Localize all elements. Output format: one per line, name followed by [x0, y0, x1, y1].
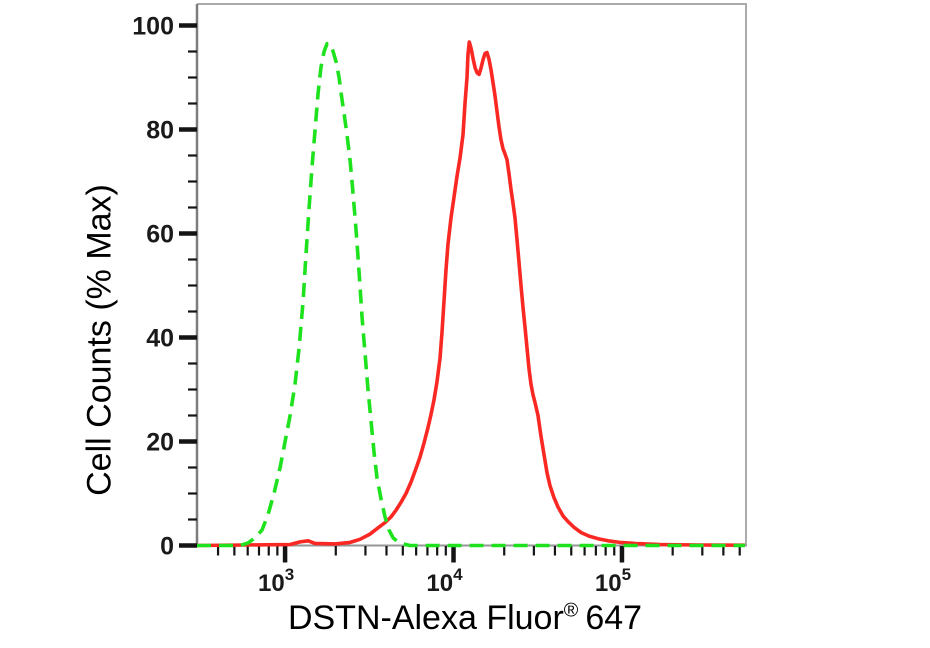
series-green-dashed [197, 41, 745, 548]
x-tick-label: 104 [426, 565, 463, 597]
registered-trademark-symbol: ® [563, 599, 579, 622]
x-tick-label: 105 [595, 565, 631, 597]
x-tick-label: 103 [258, 565, 294, 597]
series-red-solid [196, 40, 745, 548]
y-tick-label: 0 [160, 533, 174, 561]
y-tick-label: 20 [146, 429, 174, 457]
x-axis-title-number: 647 [585, 599, 643, 637]
x-axis-title: DSTN-Alexa Fluor® 647 [288, 599, 642, 638]
y-tick-label: 40 [146, 325, 174, 353]
y-tick-label: 100 [132, 13, 174, 41]
x-axis-title-main: DSTN-Alexa Fluor [287, 599, 564, 637]
y-axis-title: Cell Counts (% Max) [80, 184, 119, 496]
y-tick-label: 80 [146, 117, 174, 145]
y-tick-label: 60 [146, 221, 174, 249]
